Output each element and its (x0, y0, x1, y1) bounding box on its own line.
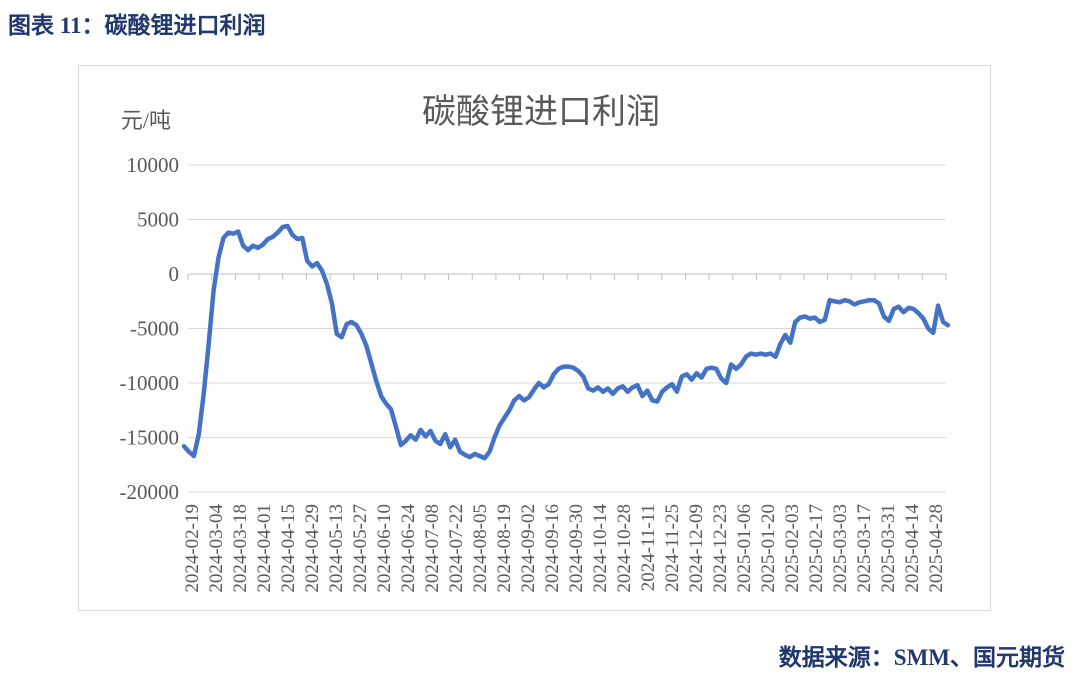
x-axis-tick-label: 2024-04-01 (254, 504, 275, 593)
x-axis-tick-label: 2024-05-27 (350, 504, 371, 593)
gridlines (187, 164, 947, 493)
line-chart: 碳酸锂进口利润 元/吨 10000 5000 0 -5000 -10000 -15000 -… (120, 93, 951, 593)
x-axis-tick-label: 2024-10-28 (614, 504, 635, 593)
y-axis-tick-label: 10000 (127, 153, 180, 177)
y-axis-tick-label: -5000 (130, 317, 179, 341)
x-axis-tick-label: 2024-12-09 (686, 504, 707, 593)
x-axis-tick-label: 2025-01-20 (758, 504, 779, 593)
x-axis-tick-label: 2025-01-06 (734, 504, 755, 593)
x-axis-tick-label: 2024-12-23 (710, 504, 731, 593)
x-axis-tick-label: 2024-02-19 (182, 504, 203, 593)
x-axis-tick-label: 2024-09-30 (566, 504, 587, 593)
x-axis-tick-label: 2024-09-16 (542, 504, 563, 593)
x-axis-tick-label: 2025-03-31 (878, 504, 899, 593)
x-axis-tick-labels: 2024-02-19 2024-03-04 2024-03-18 2024-04-01… (182, 504, 947, 593)
x-axis-tick-label: 2024-06-24 (398, 504, 419, 593)
chart-container: 碳酸锂进口利润 元/吨 10000 5000 0 -5000 -10000 -15000 -… (78, 65, 991, 611)
x-axis-tick-label: 2024-07-22 (446, 504, 467, 593)
y-axis-tick-label: -15000 (120, 426, 180, 450)
y-axis-tick-labels: 10000 5000 0 -5000 -10000 -15000 -20000 (120, 153, 180, 504)
x-axis-tick-label: 2025-03-17 (854, 504, 875, 593)
x-axis-tick-label: 2024-08-19 (494, 504, 515, 593)
y-axis-tick-label: -20000 (120, 480, 180, 504)
x-axis-tick-label: 2024-06-10 (374, 504, 395, 593)
y-axis-tick-label: -10000 (120, 371, 180, 395)
y-axis-unit-label: 元/吨 (121, 108, 171, 133)
x-axis-tick-label: 2024-03-18 (230, 504, 251, 593)
x-axis-tick-label: 2024-04-29 (302, 504, 323, 593)
data-source-note: 数据来源：SMM、国元期货 (778, 645, 1065, 670)
x-axis-tick-label: 2024-03-04 (206, 504, 227, 593)
x-axis-tick-label: 2025-02-17 (806, 504, 827, 593)
y-axis-tick-label: 5000 (137, 208, 179, 232)
x-axis-tick-label: 2024-08-05 (470, 504, 491, 593)
y-axis-tick-label: 0 (169, 262, 180, 286)
profit-line-series (181, 223, 951, 461)
x-axis-tick-label: 2024-05-13 (326, 504, 347, 593)
chart-title: 碳酸锂进口利润 (422, 93, 660, 131)
x-axis-tick-label: 2024-09-02 (518, 504, 539, 593)
x-axis-tick-label: 2025-04-28 (926, 504, 947, 593)
x-axis-tick-label: 2024-04-15 (278, 504, 299, 593)
x-axis-tick-label: 2024-11-25 (662, 504, 683, 592)
x-axis-tick-label: 2024-07-08 (422, 504, 443, 593)
x-axis-tick-label: 2024-11-11 (638, 504, 659, 591)
x-axis-tick-label: 2025-04-14 (902, 504, 923, 593)
x-axis-tick-label: 2025-02-03 (782, 504, 803, 593)
x-axis-tick-label: 2025-03-03 (830, 504, 851, 593)
x-axis-tick-label: 2024-10-14 (590, 504, 611, 593)
series-line (181, 223, 951, 461)
figure-caption: 图表 11：碳酸锂进口利润 (8, 13, 266, 38)
